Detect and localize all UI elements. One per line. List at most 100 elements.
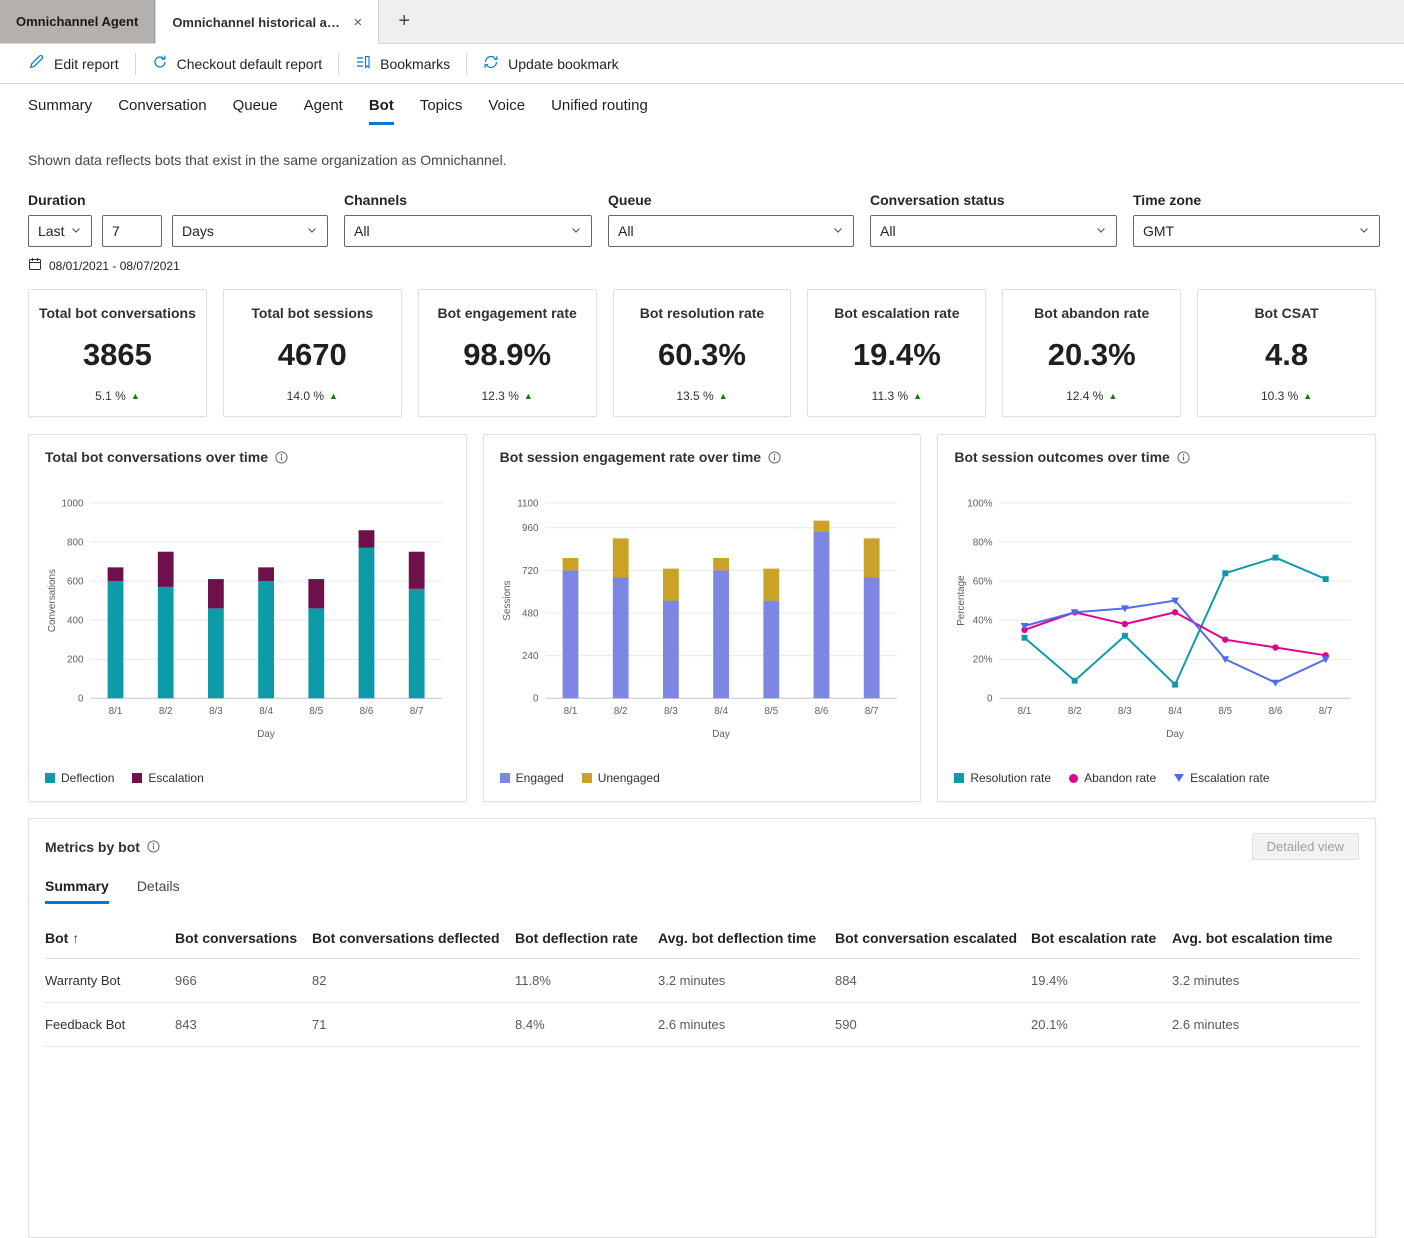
toolbar-divider [466,52,468,75]
kpi-card-bot-engagement-rate: Bot engagement rate 98.9% 12.3 % ▲ [417,289,597,417]
table-row[interactable]: Warranty Bot 966 82 11.8% 3.2 minutes 884 19.4… [45,959,1359,1003]
svg-text:8/4: 8/4 [259,706,273,717]
table-cell: 2.6 minutes [1172,1017,1240,1032]
tab-omnichannel-agent[interactable]: Omnichannel Agent [0,0,156,43]
tab-bot[interactable]: Bot [368,97,394,125]
toolbar-item-label: Edit report [54,55,119,72]
chevron-down-icon [832,223,844,239]
legend-label: Abandon rate [1084,771,1157,785]
tab-conversation[interactable]: Conversation [118,97,207,114]
table-cell: 2.6 minutes [658,1017,726,1032]
report-nav-tabs: Summary Conversation Queue Agent Bot Top… [28,97,1376,125]
column-header[interactable]: Bot escalation rate [1031,930,1157,946]
kpi-delta: 13.5 % ▲ [676,389,728,403]
kpi-value: 19.4% [852,337,941,372]
svg-text:8/1: 8/1 [1018,706,1032,717]
stacked-bar-chart[interactable]: 0 200 400 600 800 1000 8/1 8/2 8/3 8/4 8/5 8/6 8/7 Da… [45,493,450,742]
legend-item[interactable]: Escalation [132,771,204,785]
table-cell: 20.1% [1031,1017,1068,1032]
tab-unified-routing[interactable]: Unified routing [551,97,648,114]
table-cell: 843 [175,1017,197,1032]
legend-item[interactable]: Resolution rate [954,771,1051,785]
queue-select[interactable]: All [608,215,854,247]
info-icon[interactable] [768,450,781,464]
square-legend-marker-icon [954,773,965,783]
tab-metrics-details[interactable]: Details [136,878,180,894]
duration-unit-select[interactable]: Days [172,215,328,247]
legend-item[interactable]: Unengaged [581,771,660,785]
duration-value-input[interactable]: 7 [102,215,162,247]
filter-label: Channels [344,192,408,208]
date-range: 08/01/2021 - 08/07/2021 [28,257,1376,274]
square-legend-marker-icon [45,773,55,783]
svg-text:200: 200 [67,655,84,666]
svg-text:8/6: 8/6 [360,706,374,717]
legend-label: Unengaged [597,771,660,785]
svg-text:240: 240 [522,651,539,662]
legend-item[interactable]: Deflection [45,771,114,785]
legend-item[interactable]: Escalation rate [1174,771,1270,785]
metrics-tabs: Summary Details [45,878,1359,904]
column-header[interactable]: Bot conversations deflected [312,930,500,946]
svg-text:8/5: 8/5 [1219,706,1233,717]
toolbar-item-label: Checkout default report [176,55,323,72]
kpi-value: 3865 [82,337,152,372]
column-header[interactable]: Bot ↑ [45,930,80,946]
line-chart[interactable]: 0 20% 40% 60% 80% 100% 8/1 8/2 8/3 8/4 8/5 8/6 8/7 Da… [954,493,1359,742]
table-cell: 8.4% [515,1017,545,1032]
checkout-default-report-button[interactable]: Checkout default report [139,48,336,79]
info-icon[interactable] [275,450,288,464]
chart-title: Bot session engagement rate over time [499,449,762,465]
svg-text:Percentage: Percentage [956,575,967,626]
chevron-down-icon [570,223,582,239]
info-icon[interactable] [147,840,160,853]
legend-item[interactable]: Abandon rate [1069,771,1156,785]
chart-total-bot-conversations: Total bot conversations over time 0 200 40… [28,434,467,802]
timezone-select[interactable]: GMT [1133,215,1380,247]
column-header[interactable]: Avg. bot escalation time [1172,930,1333,946]
tab-agent[interactable]: Agent [303,97,343,114]
tab-topics[interactable]: Topics [419,97,463,114]
svg-text:8/3: 8/3 [664,706,678,717]
column-header[interactable]: Avg. bot deflection time [658,930,817,946]
tab-queue[interactable]: Queue [232,97,278,114]
tab-voice[interactable]: Voice [488,97,526,114]
kpi-delta: 12.3 % ▲ [481,389,533,403]
svg-text:1000: 1000 [62,498,84,509]
tab-metrics-summary[interactable]: Summary [45,878,109,904]
svg-text:Day: Day [1167,729,1185,740]
bookmarks-button[interactable]: Bookmarks [342,48,463,79]
duration-range-select[interactable]: Last [28,215,92,247]
column-header[interactable]: Bot conversations [175,930,298,946]
new-tab-button[interactable]: + [398,10,410,32]
close-icon[interactable]: × [353,13,363,31]
channels-select[interactable]: All [344,215,592,247]
chart-bot-session-engagement: Bot session engagement rate over time 0 2… [482,434,922,802]
kpi-card-bot-escalation-rate: Bot escalation rate 19.4% 11.3 % ▲ [807,289,987,417]
org-notice-text: Shown data reflects bots that exist in t… [28,152,507,168]
svg-text:8/3: 8/3 [209,706,223,717]
table-cell: 82 [312,973,327,988]
conversation-status-select[interactable]: All [870,215,1117,247]
table-row[interactable]: Feedback Bot 843 71 8.4% 2.6 minutes 590 20.1%… [45,1003,1359,1047]
svg-text:8/2: 8/2 [1068,706,1082,717]
conversation-status-filter: Conversation status All [870,192,1117,247]
table-cell: 71 [312,1017,327,1032]
kpi-title: Bot escalation rate [834,305,960,321]
column-header[interactable]: Bot deflection rate [515,930,638,946]
edit-report-button[interactable]: Edit report [16,48,132,79]
stacked-bar-chart[interactable]: 0 240 480 720 960 1100 8/1 8/2 8/3 8/4 8/5 8/6 8/7 Da… [500,493,905,742]
column-header[interactable]: Bot conversation escalated [835,930,1018,946]
sync-icon [483,54,499,73]
update-bookmark-button[interactable]: Update bookmark [470,48,632,79]
legend-item[interactable]: Engaged [499,771,564,785]
svg-text:8/7: 8/7 [1319,706,1333,717]
detailed-view-button[interactable]: Detailed view [1251,833,1359,860]
tab-omnichannel-historical-analytics[interactable]: Omnichannel historical ana... × [155,0,380,44]
tab-summary[interactable]: Summary [28,97,93,114]
svg-text:8/3: 8/3 [1118,706,1132,717]
timezone-filter: Time zone GMT [1133,192,1380,247]
kpi-title: Total bot sessions [251,305,374,321]
svg-text:0: 0 [987,694,993,705]
info-icon[interactable] [1177,450,1190,464]
